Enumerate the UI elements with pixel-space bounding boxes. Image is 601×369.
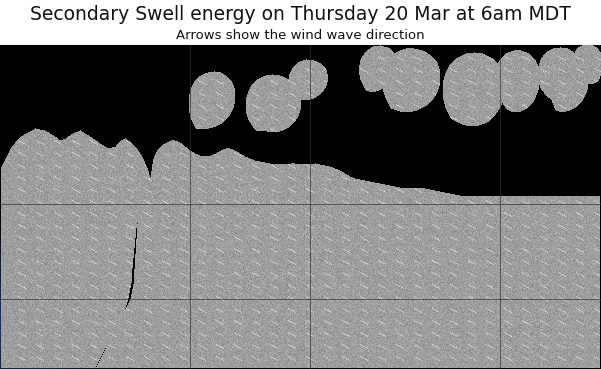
Text: Secondary Swell energy on Thursday 20 Mar at 6am MDT: Secondary Swell energy on Thursday 20 Ma… <box>30 5 571 24</box>
Text: Arrows show the wind wave direction: Arrows show the wind wave direction <box>176 29 425 42</box>
